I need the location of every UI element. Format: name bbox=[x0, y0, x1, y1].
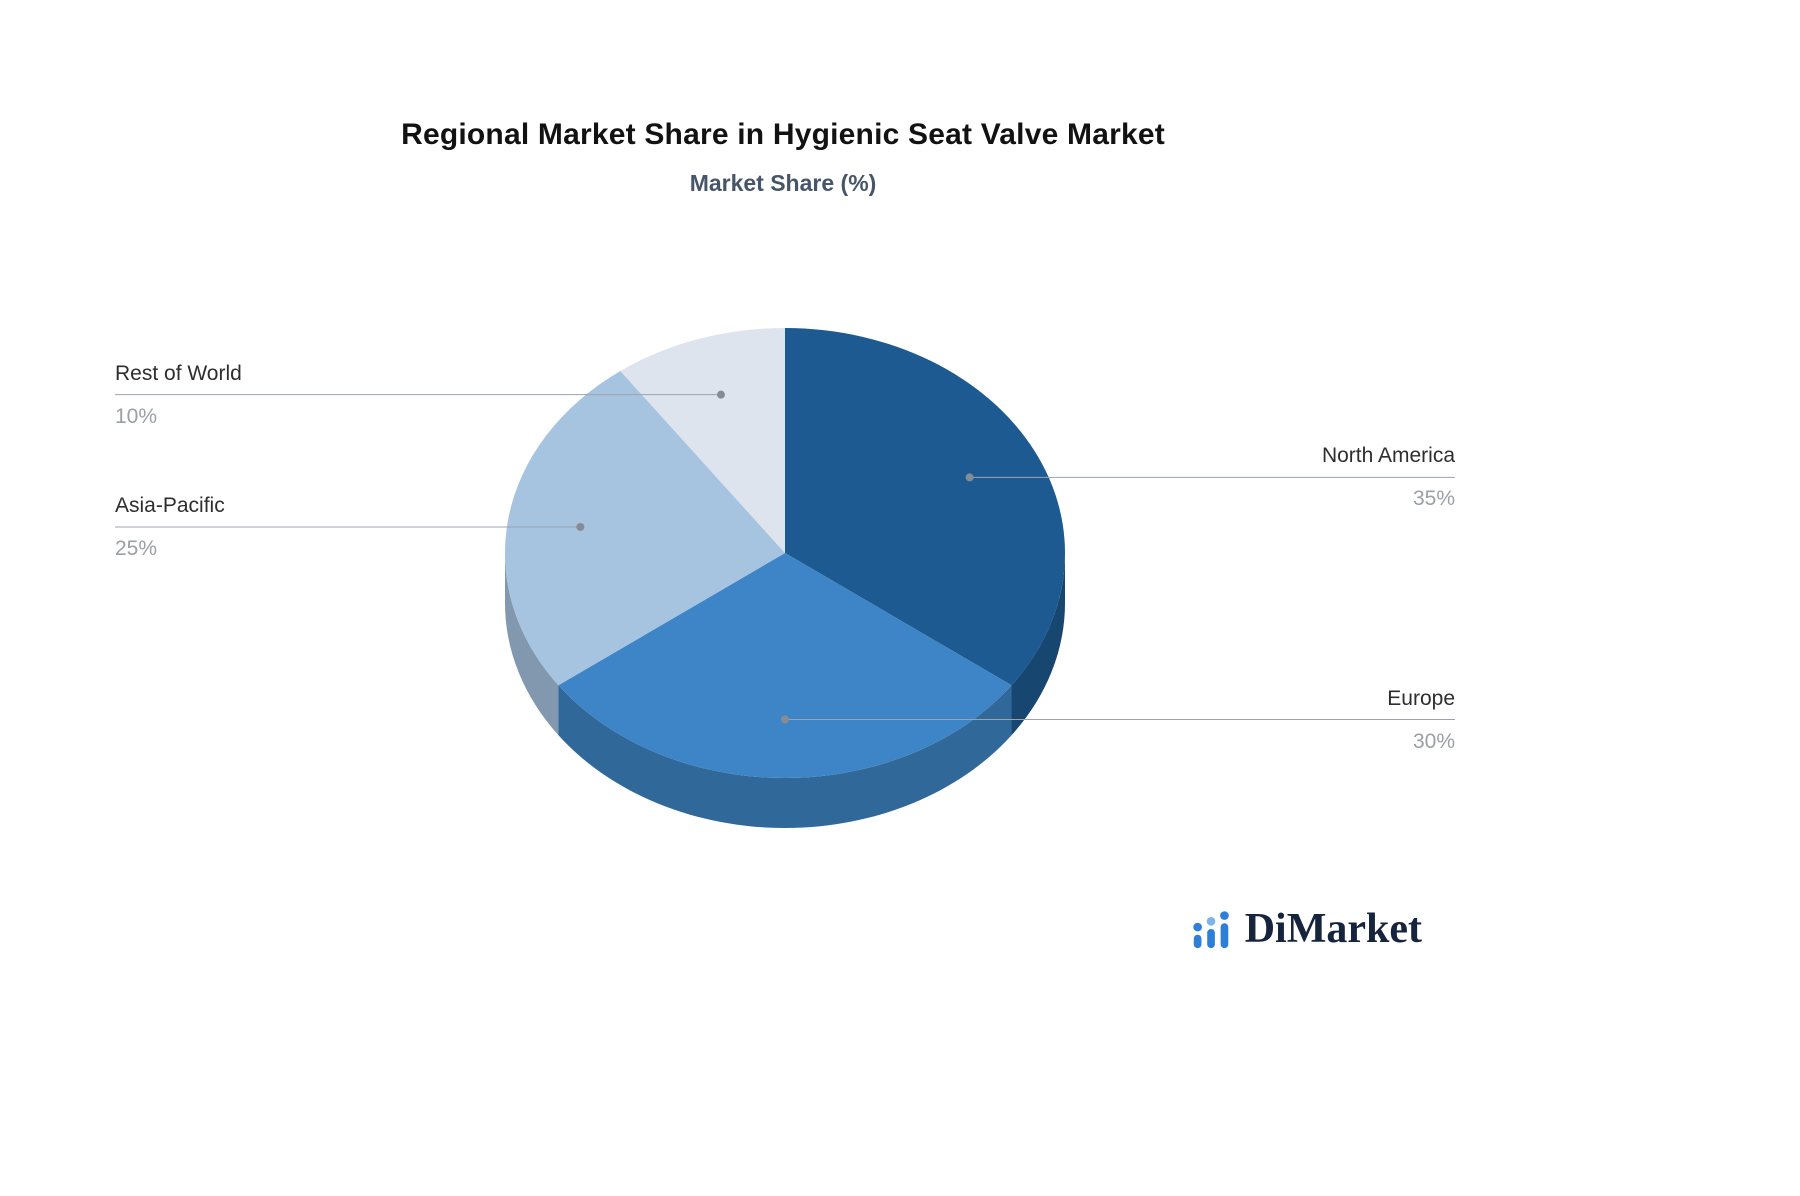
chart-subtitle: Market Share (%) bbox=[689, 170, 877, 196]
slice-value: 30% bbox=[1412, 729, 1455, 753]
slice-label: Asia-Pacific bbox=[115, 493, 225, 517]
leader-dot bbox=[576, 522, 585, 531]
pie-slice bbox=[620, 328, 785, 553]
leader-dot bbox=[716, 390, 725, 399]
leader-dot bbox=[781, 715, 789, 724]
brand-logo-text: DiMarket bbox=[1244, 906, 1422, 952]
slice-label: North America bbox=[1321, 444, 1455, 468]
slice-label: Europe bbox=[1387, 686, 1455, 710]
bar-chart-icon bbox=[1193, 911, 1229, 949]
pie-slice-side bbox=[505, 553, 559, 736]
chart-title: Regional Market Share in Hygienic Seat V… bbox=[401, 118, 1165, 151]
pie-slice bbox=[504, 370, 785, 686]
pie-slice bbox=[558, 553, 1012, 779]
pie-slice bbox=[785, 328, 1065, 686]
pie-slice-side bbox=[558, 685, 1012, 829]
slice-value: 10% bbox=[115, 404, 158, 428]
leader-dot bbox=[965, 473, 974, 482]
brand-logo: DiMarket bbox=[1189, 905, 1422, 953]
slice-value: 25% bbox=[115, 536, 158, 560]
pie-slice-side bbox=[1011, 553, 1065, 736]
slice-value: 35% bbox=[1412, 487, 1455, 511]
slice-label: Rest of World bbox=[115, 361, 242, 385]
